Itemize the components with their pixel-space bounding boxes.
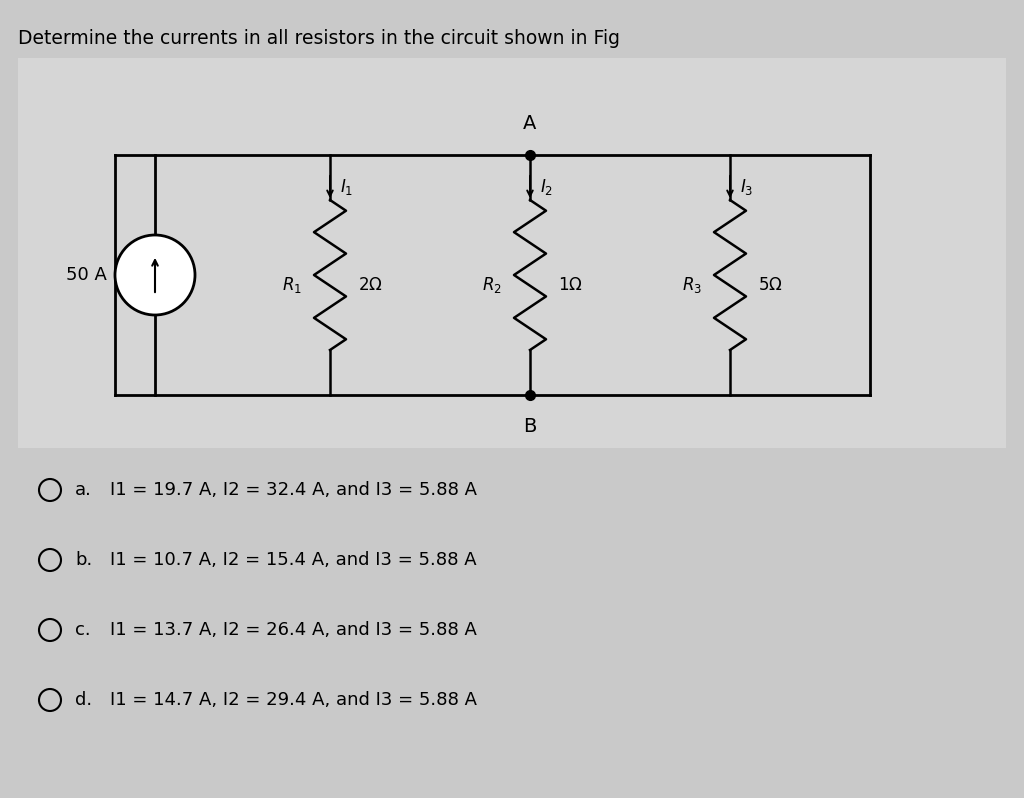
Text: c.: c.	[75, 621, 91, 639]
Circle shape	[39, 689, 61, 711]
Circle shape	[39, 619, 61, 641]
Circle shape	[115, 235, 195, 315]
Text: $1\Omega$: $1\Omega$	[558, 276, 583, 294]
Text: I1 = 14.7 A, I2 = 29.4 A, and I3 = 5.88 A: I1 = 14.7 A, I2 = 29.4 A, and I3 = 5.88 …	[110, 691, 477, 709]
Text: d.: d.	[75, 691, 92, 709]
Text: $2\Omega$: $2\Omega$	[358, 276, 383, 294]
Circle shape	[39, 479, 61, 501]
Text: 50 A: 50 A	[67, 266, 106, 284]
Text: I1 = 19.7 A, I2 = 32.4 A, and I3 = 5.88 A: I1 = 19.7 A, I2 = 32.4 A, and I3 = 5.88 …	[110, 481, 477, 499]
Text: $R_2$: $R_2$	[482, 275, 502, 295]
Text: $I_2$: $I_2$	[540, 177, 553, 197]
FancyBboxPatch shape	[18, 58, 1006, 448]
Text: I1 = 13.7 A, I2 = 26.4 A, and I3 = 5.88 A: I1 = 13.7 A, I2 = 26.4 A, and I3 = 5.88 …	[110, 621, 477, 639]
Text: $R_3$: $R_3$	[682, 275, 702, 295]
Text: b.: b.	[75, 551, 92, 569]
Circle shape	[39, 549, 61, 571]
Text: $5\Omega$: $5\Omega$	[758, 276, 782, 294]
Text: $R_1$: $R_1$	[282, 275, 302, 295]
Text: a.: a.	[75, 481, 92, 499]
Text: I1 = 10.7 A, I2 = 15.4 A, and I3 = 5.88 A: I1 = 10.7 A, I2 = 15.4 A, and I3 = 5.88 …	[110, 551, 476, 569]
Text: $I_3$: $I_3$	[740, 177, 754, 197]
Text: Determine the currents in all resistors in the circuit shown in Fig: Determine the currents in all resistors …	[18, 29, 620, 48]
Text: A: A	[523, 114, 537, 133]
Text: $I_1$: $I_1$	[340, 177, 353, 197]
Text: B: B	[523, 417, 537, 436]
